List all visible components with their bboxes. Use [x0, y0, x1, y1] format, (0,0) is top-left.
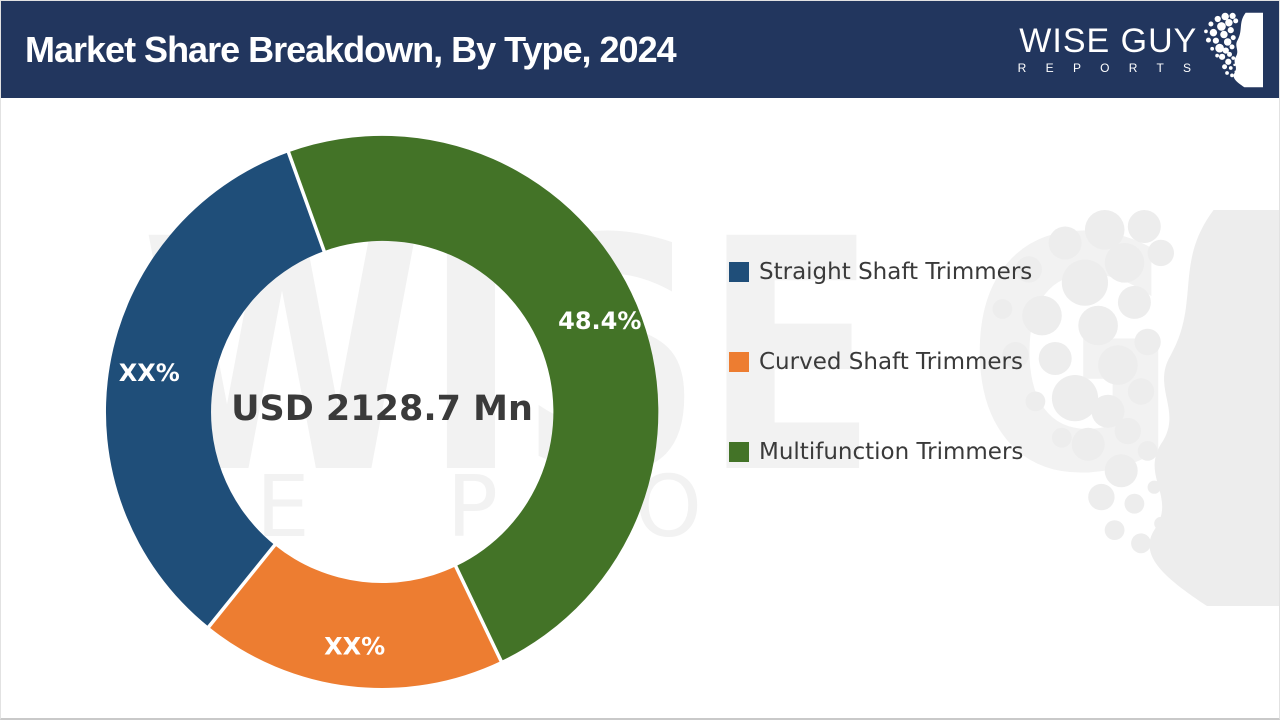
slice-multifunction-trimmers	[288, 135, 659, 661]
legend: Straight Shaft Trimmers Curved Shaft Tri…	[729, 258, 1032, 528]
slice-divider	[206, 542, 278, 630]
logo-face-icon	[1204, 12, 1263, 87]
logo-subtitle: R E P O R T S	[1017, 61, 1199, 76]
legend-swatch-multifunction-trimmers	[729, 442, 749, 462]
slice-label: XX%	[119, 359, 180, 387]
legend-label: Curved Shaft Trimmers	[759, 349, 1023, 375]
legend-label: Multifunction Trimmers	[759, 439, 1024, 465]
legend-item-multifunction-trimmers: Multifunction Trimmers	[729, 438, 1032, 466]
legend-item-straight-shaft-trimmers: Straight Shaft Trimmers	[729, 258, 1032, 286]
slice-divider	[286, 149, 327, 254]
legend-swatch-curved-shaft-trimmers	[729, 352, 749, 372]
legend-label: Straight Shaft Trimmers	[759, 259, 1033, 285]
page-title: Market Share Breakdown, By Type, 2024	[25, 28, 677, 70]
legend-swatch-straight-shaft-trimmers	[729, 262, 749, 282]
slice-curved-shaft-trimmers	[208, 545, 502, 689]
donut-center-label: USD 2128.7 Mn	[231, 389, 533, 429]
slice-label: 48.4%	[558, 307, 641, 335]
legend-item-curved-shaft-trimmers: Curved Shaft Trimmers	[729, 348, 1032, 376]
slice-divider	[453, 563, 504, 664]
logo-text: WISE GUY R E P O R T S	[1017, 21, 1199, 76]
logo-wordmark: WISE GUY	[1019, 21, 1198, 60]
header-bar: Market Share Breakdown, By Type, 2024 WI…	[1, 1, 1279, 98]
slice-label: XX%	[324, 632, 385, 660]
slice-straight-shaft-trimmers	[105, 152, 325, 627]
chart-area: WISE GUY E P O 48.4%XX%XX%	[1, 98, 1279, 718]
donut-chart: 48.4% XX% XX%	[105, 135, 659, 689]
wiseguy-logo: WISE GUY R E P O R T S	[1018, 10, 1263, 90]
